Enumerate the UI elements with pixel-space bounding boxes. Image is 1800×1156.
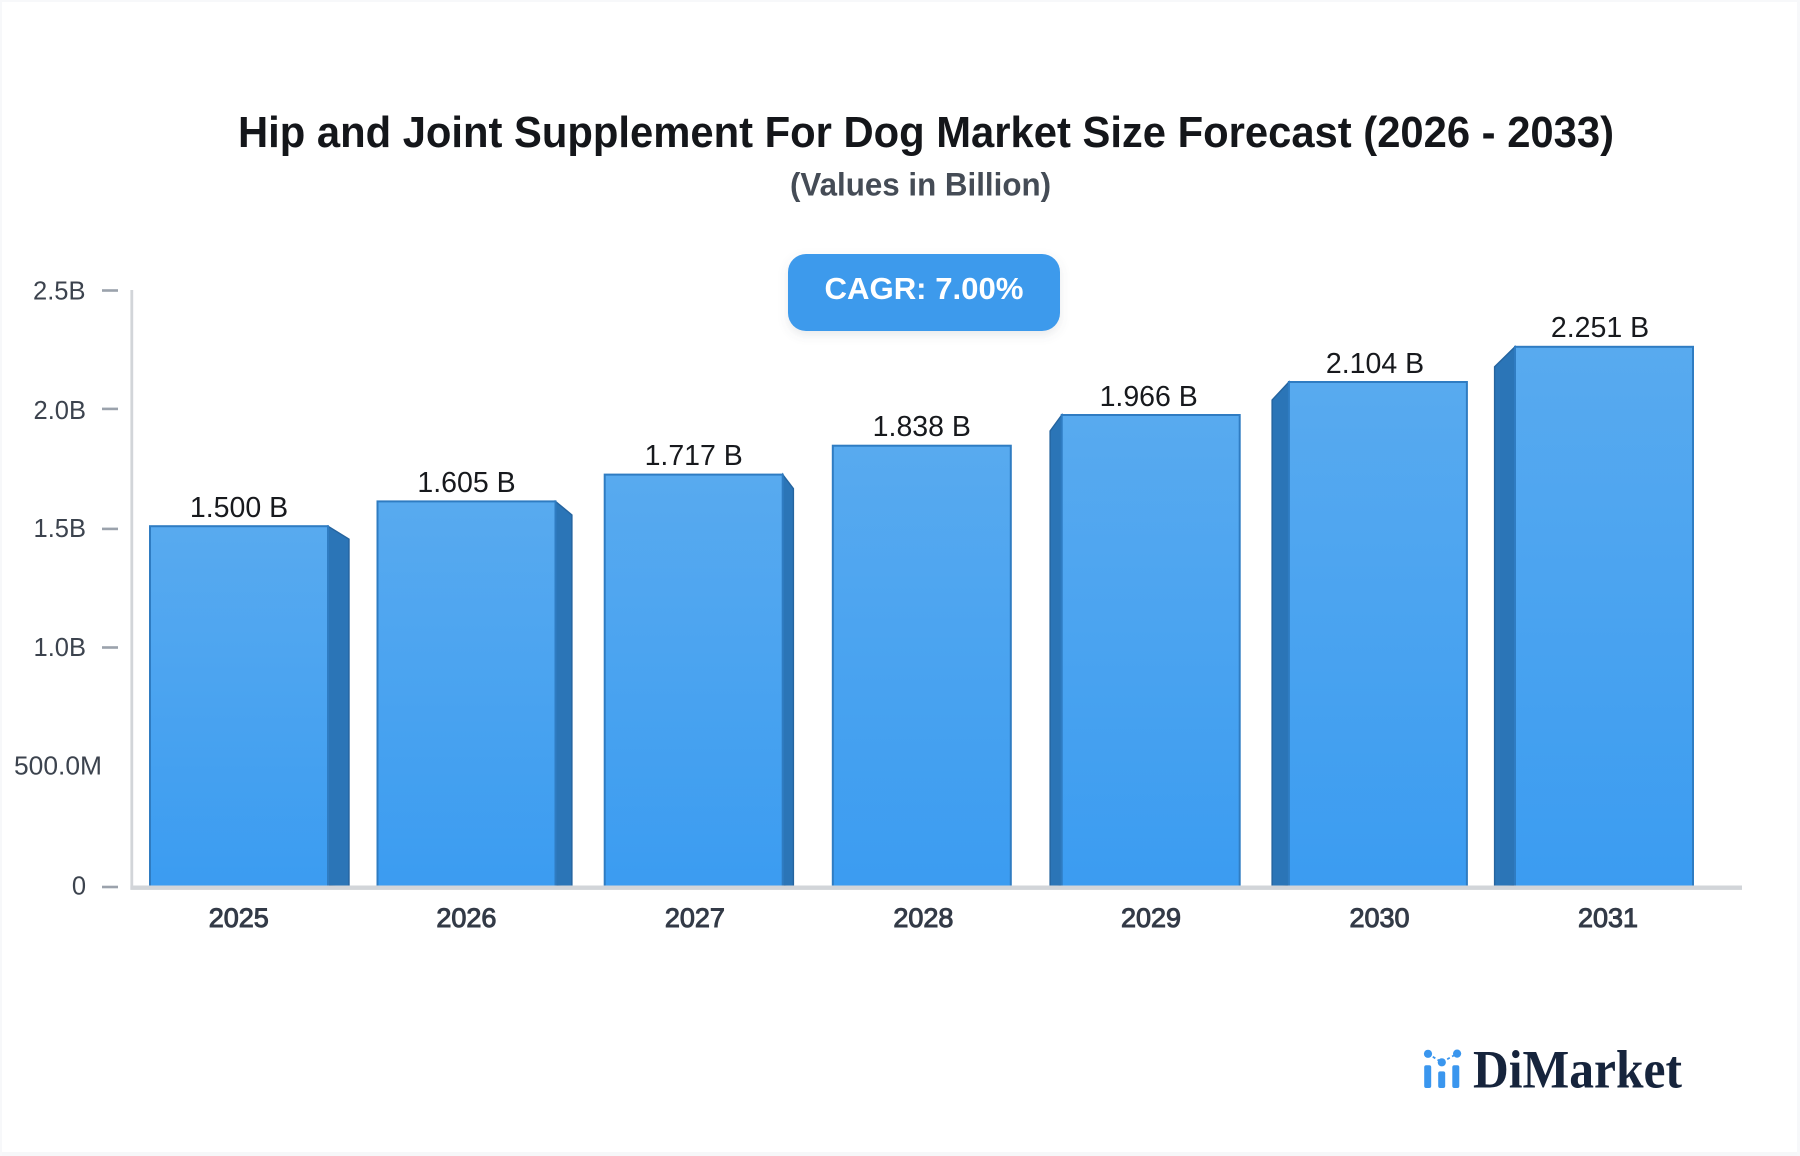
svg-text:1.717 B: 1.717 B [645, 440, 743, 472]
svg-text:2026: 2026 [436, 903, 496, 933]
svg-text:2031: 2031 [1578, 903, 1638, 933]
svg-text:1.605 B: 1.605 B [417, 467, 515, 499]
svg-text:(Values in Billion): (Values in Billion) [790, 167, 1051, 203]
svg-text:1.966 B: 1.966 B [1100, 381, 1198, 413]
svg-text:Hip and Joint Supplement For D: Hip and Joint Supplement For Dog Market … [238, 108, 1614, 157]
svg-text:1.838 B: 1.838 B [873, 411, 971, 443]
svg-text:DiMarket: DiMarket [1473, 1040, 1682, 1100]
svg-text:1.5B: 1.5B [34, 515, 86, 543]
svg-text:1.0B: 1.0B [34, 634, 86, 662]
svg-text:2029: 2029 [1121, 903, 1181, 933]
svg-text:2.251 B: 2.251 B [1551, 312, 1649, 344]
svg-text:2.0B: 2.0B [34, 397, 86, 425]
svg-text:500.0M: 500.0M [14, 753, 102, 781]
svg-text:2028: 2028 [893, 903, 953, 933]
svg-text:2030: 2030 [1349, 903, 1409, 933]
svg-text:2025: 2025 [209, 903, 269, 933]
svg-text:CAGR: 7.00%: CAGR: 7.00% [825, 271, 1024, 306]
svg-text:2027: 2027 [665, 903, 725, 933]
svg-text:2.5B: 2.5B [33, 277, 85, 305]
svg-text:0: 0 [72, 873, 86, 901]
svg-text:1.500 B: 1.500 B [190, 492, 288, 524]
svg-text:2.104 B: 2.104 B [1326, 348, 1424, 380]
